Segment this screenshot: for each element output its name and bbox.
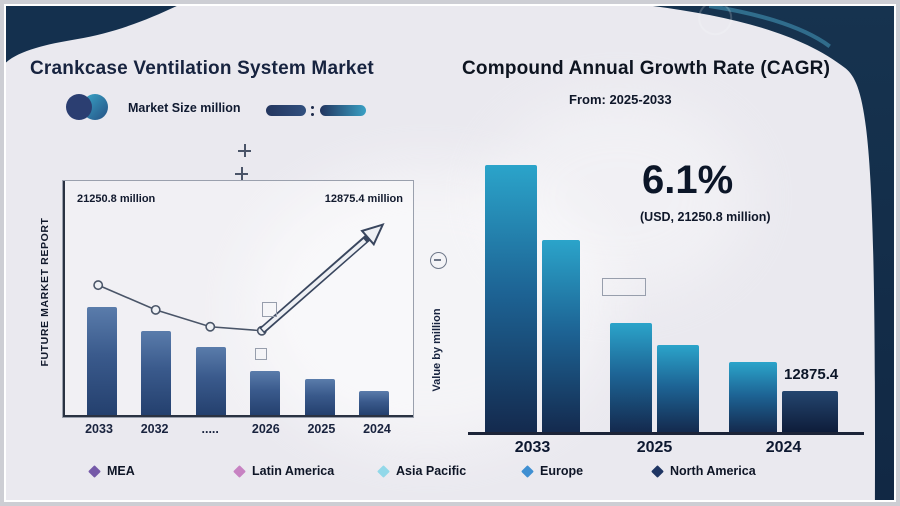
trend-marker [205, 321, 216, 332]
cagr-bar [542, 240, 580, 432]
square-icon [602, 278, 646, 296]
right-chart-x-axis [468, 432, 864, 435]
trend-marker [93, 280, 104, 291]
market-x-label: 2024 [363, 422, 391, 436]
cagr-bar-group-2033 [485, 165, 580, 432]
left-chart-x-axis [63, 415, 413, 417]
cagr-bar-group-2024 [729, 362, 838, 432]
pill-icon [266, 105, 306, 116]
cagr-x-labels: 2033 2025 2024 [485, 439, 838, 457]
market-x-labels: 2033 2032..... 2026 2025 2024 [62, 422, 414, 436]
cagr-bars [485, 162, 838, 432]
market-x-label: ..... [201, 422, 219, 436]
cagr-x-label: 2024 [765, 439, 802, 456]
growth-arrow-shaft [261, 239, 367, 332]
right-swoosh [652, 6, 894, 500]
circle-dash-icon [430, 252, 447, 269]
end-value-label: 12875.4 million [324, 193, 403, 205]
market-bar-2026 [250, 371, 281, 415]
market-chart: 21250.8 million 12875.4 million [62, 180, 414, 418]
growth-arrow-head [360, 223, 385, 247]
left-chart-y-axis [63, 181, 65, 417]
cagr-bar [782, 391, 838, 432]
pill-gradient-icon [320, 105, 366, 116]
cagr-x-label: 2033 [514, 439, 551, 456]
market-size-legend: Market Size million [64, 92, 404, 126]
corner-swoosh [6, 6, 177, 63]
cagr-period: From: 2025-2033 [569, 92, 672, 107]
bar-value-label: 12875.4 [784, 366, 839, 383]
market-size-icon [66, 94, 108, 120]
market-x-label: 2032 [140, 422, 169, 436]
market-bar-2025 [304, 379, 335, 415]
market-size-label: Market Size million [128, 101, 241, 115]
trend-line [97, 284, 262, 332]
square-icon [255, 348, 267, 360]
plus-icon [235, 167, 248, 180]
cagr-bar-group-2025 [610, 323, 699, 432]
decor-circle [698, 6, 733, 36]
cagr-bar [657, 345, 699, 432]
start-value-label: 21250.8 million [77, 193, 156, 205]
left-y-axis-label: FUTURE MARKET REPORT [39, 217, 51, 367]
market-bar-2024 [358, 391, 389, 415]
right-chart-title: Compound Annual Growth Rate (CAGR) [462, 58, 831, 79]
cagr-bar [729, 362, 777, 432]
trend-overlay [93, 223, 385, 336]
market-bar-2032 [141, 331, 172, 415]
colon-separator-icon [311, 106, 314, 109]
square-icon [262, 302, 277, 317]
cagr-basis-note: (USD, 21250.8 million) [640, 210, 771, 224]
left-chart-title: Crankcase Ventilation System Market [30, 58, 374, 79]
market-bar-2033 [87, 307, 117, 415]
right-y-axis-label: Value by million [431, 308, 443, 392]
market-bars [65, 195, 411, 415]
infographic-card: Crankcase Ventilation System Market Mark… [4, 4, 896, 502]
cagr-value: 6.1% [642, 158, 734, 202]
market-x-label: 2026 [251, 422, 280, 436]
market-bar- [195, 347, 226, 415]
market-x-label: 2025 [307, 422, 336, 436]
market-x-label: 2033 [85, 422, 113, 436]
cagr-bar [610, 323, 652, 432]
cagr-bar [485, 165, 537, 432]
cagr-x-label: 2025 [636, 439, 673, 456]
plus-icon [238, 144, 251, 157]
teal-accent-curve [708, 6, 831, 48]
trend-marker [150, 304, 161, 315]
